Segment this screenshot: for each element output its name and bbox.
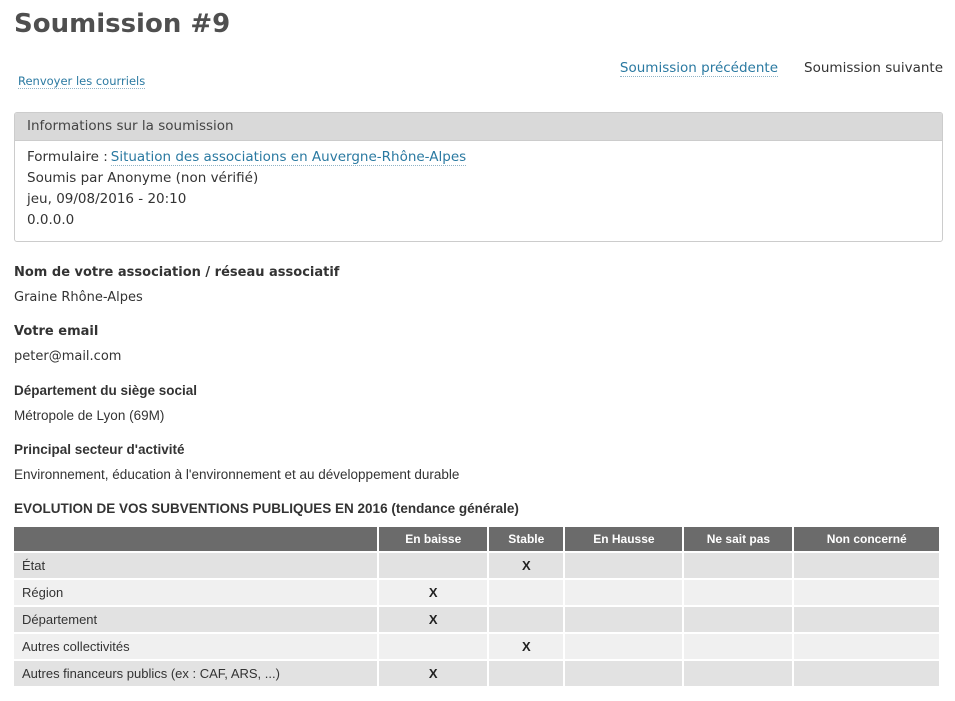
matrix-cell — [794, 607, 939, 632]
table-row-etat: État X — [14, 553, 939, 578]
page-title: Soumission #9 — [14, 9, 231, 39]
matrix-cell: X — [379, 607, 488, 632]
column-header-ne-sait-pas: Ne sait pas — [684, 527, 793, 551]
field-label: Nom de votre association / réseau associ… — [14, 265, 340, 280]
column-header-empty — [14, 527, 378, 551]
matrix-cell: X — [379, 580, 488, 605]
row-label: Région — [14, 580, 378, 605]
matrix-cell: X — [379, 661, 488, 686]
actions-row: Renvoyer les courriels Soumission précéd… — [14, 60, 943, 89]
matrix-cell — [684, 607, 793, 632]
submission-info-box: Informations sur la soumission Formulair… — [14, 112, 943, 242]
field-association-name: Nom de votre association / réseau associ… — [14, 260, 943, 310]
matrix-cell — [379, 553, 488, 578]
subventions-table: En baisse Stable En Hausse Ne sait pas N… — [12, 525, 941, 688]
table-row-region: Région X — [14, 580, 939, 605]
section-title: EVOLUTION DE VOS SUBVENTIONS PUBLIQUES E… — [14, 501, 519, 516]
row-label: Département — [14, 607, 378, 632]
matrix-cell — [565, 553, 683, 578]
matrix-cell — [684, 580, 793, 605]
column-header-stable: Stable — [489, 527, 564, 551]
form-link[interactable]: Situation des associations en Auvergne-R… — [110, 149, 467, 166]
field-value: Métropole de Lyon (69M) — [14, 408, 165, 423]
field-label: Principal secteur d'activité — [14, 442, 185, 457]
info-box-header: Informations sur la soumission — [15, 113, 942, 141]
matrix-cell — [794, 580, 939, 605]
matrix-cell — [565, 661, 683, 686]
field-email: Votre email peter@mail.com — [14, 319, 943, 369]
submission-nav: Soumission précédente Soumission suivant… — [619, 60, 943, 77]
submission-ip-text: 0.0.0.0 — [27, 212, 75, 228]
matrix-cell — [489, 661, 564, 686]
table-header-row: En baisse Stable En Hausse Ne sait pas N… — [14, 527, 939, 551]
matrix-cell: X — [489, 553, 564, 578]
column-header-non-concerne: Non concerné — [794, 527, 939, 551]
resend-emails-link[interactable]: Renvoyer les courriels — [18, 74, 146, 89]
field-label: Votre email — [14, 324, 99, 339]
form-label: Formulaire : — [27, 149, 108, 165]
matrix-cell — [565, 634, 683, 659]
table-row-autres-collectivites: Autres collectivités X — [14, 634, 939, 659]
column-header-en-hausse: En Hausse — [565, 527, 683, 551]
field-secteur: Principal secteur d'activité Environneme… — [14, 437, 943, 487]
matrix-cell — [794, 661, 939, 686]
matrix-cell: X — [489, 634, 564, 659]
table-row-autres-financeurs: Autres financeurs publics (ex : CAF, ARS… — [14, 661, 939, 686]
submission-fields: Nom de votre association / réseau associ… — [14, 260, 943, 688]
form-line: Formulaire : Situation des associations e… — [27, 147, 930, 168]
next-submission-text: Soumission suivante — [804, 60, 943, 76]
matrix-cell — [684, 634, 793, 659]
field-departement: Département du siège social Métropole de… — [14, 378, 943, 428]
row-label: Autres collectivités — [14, 634, 378, 659]
submitted-by-text: Soumis par Anonyme (non vérifié) — [27, 170, 259, 186]
field-value: Environnement, éducation à l'environneme… — [14, 467, 460, 482]
matrix-cell — [379, 634, 488, 659]
matrix-cell — [794, 634, 939, 659]
matrix-cell — [794, 553, 939, 578]
previous-submission-link[interactable]: Soumission précédente — [619, 60, 779, 77]
matrix-cell — [565, 580, 683, 605]
field-label: Département du siège social — [14, 383, 198, 398]
submission-date-text: jeu, 09/08/2016 - 20:10 — [27, 191, 187, 207]
row-label: État — [14, 553, 378, 578]
matrix-cell — [684, 661, 793, 686]
field-value: Graine Rhône-Alpes — [14, 290, 143, 305]
field-value: peter@mail.com — [14, 349, 122, 364]
matrix-cell — [684, 553, 793, 578]
info-box-body: Formulaire : Situation des associations e… — [15, 141, 942, 241]
matrix-cell — [489, 580, 564, 605]
matrix-cell — [565, 607, 683, 632]
row-label: Autres financeurs publics (ex : CAF, ARS… — [14, 661, 378, 686]
table-row-departement: Département X — [14, 607, 939, 632]
column-header-en-baisse: En baisse — [379, 527, 488, 551]
matrix-cell — [489, 607, 564, 632]
